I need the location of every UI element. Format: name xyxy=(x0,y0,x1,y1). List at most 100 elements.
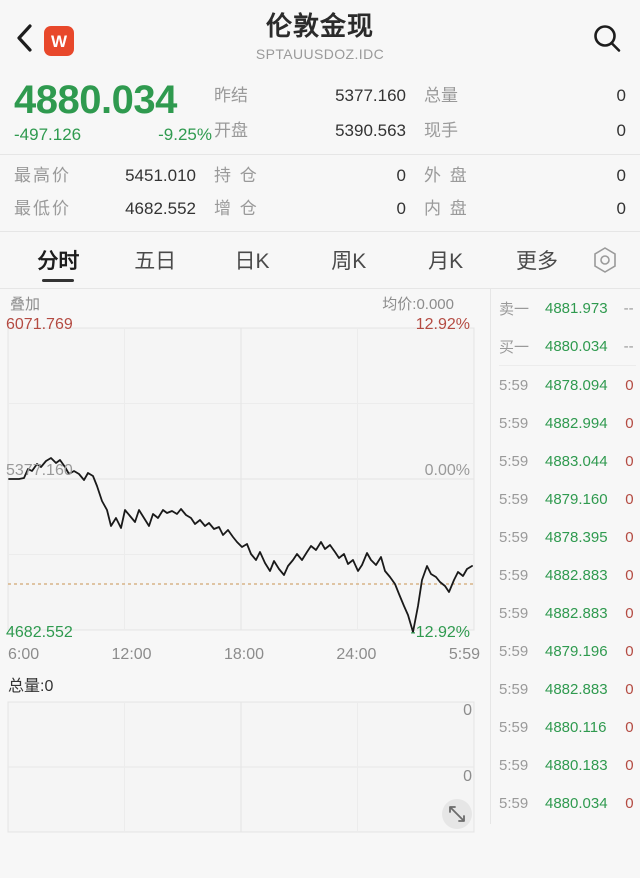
tick-qty: 0 xyxy=(625,376,634,394)
stat-inner-volume: 内 盘 0 xyxy=(424,192,626,225)
tick-price: 4882.883 xyxy=(545,566,608,584)
intraday-chart[interactable]: 6071.769 12.92% 5377.160 0.00% 4682.552 … xyxy=(0,314,482,644)
tick-time: 5:59 xyxy=(499,680,529,698)
volume-y-tick: 0 xyxy=(463,768,472,785)
ask-row[interactable]: 卖一 4881.973 -- xyxy=(491,289,640,327)
chart-panel[interactable]: 叠加 均价:0.000 6071.769 12.92% 5377.160 xyxy=(0,289,490,833)
tick-qty: 0 xyxy=(625,794,634,812)
tick-divider xyxy=(499,365,636,366)
tick-row[interactable]: 5:59 4880.034 0 xyxy=(491,784,640,822)
tick-row[interactable]: 5:59 4882.883 0 xyxy=(491,556,640,594)
overlay-toggle[interactable]: 叠加 xyxy=(10,296,41,313)
tick-row[interactable]: 5:59 4883.044 0 xyxy=(491,442,640,480)
chart-canvas xyxy=(7,327,475,633)
chart-and-ticks: 叠加 均价:0.000 6071.769 12.92% 5377.160 xyxy=(0,289,640,833)
search-icon[interactable] xyxy=(590,22,624,56)
stat-label: 增 仓 xyxy=(214,199,259,218)
tick-price: 4882.883 xyxy=(545,604,608,622)
stat-value: 0 xyxy=(616,166,626,185)
tick-row[interactable]: 5:59 4878.395 0 xyxy=(491,518,640,556)
tab-five-day[interactable]: 五日 xyxy=(107,232,204,288)
stats-grid: 最高价 5451.010 最低价 4682.552 持 仓 0 增 仓 0 外 … xyxy=(0,155,640,225)
volume-chart[interactable]: 0 0 xyxy=(0,700,482,835)
back-icon[interactable] xyxy=(14,22,36,54)
tick-price: 4878.395 xyxy=(545,528,608,546)
field-value: 0 xyxy=(616,86,626,105)
tick-row[interactable]: 5:59 4880.116 0 xyxy=(491,708,640,746)
field-label: 昨结 xyxy=(214,86,248,105)
chart-tab-bar: 分时 五日 日K 周K 月K 更多 xyxy=(0,232,640,288)
tick-price: 4880.034 xyxy=(545,794,608,812)
tick-row[interactable]: 5:59 4879.160 0 xyxy=(491,480,640,518)
tick-time: 5:59 xyxy=(499,794,529,812)
tab-label: 更多 xyxy=(515,250,558,273)
tick-price: 4879.160 xyxy=(545,490,608,508)
quote-col-mid: 昨结 5377.160 开盘 5390.563 xyxy=(214,78,424,148)
tick-row[interactable]: 5:59 4882.994 0 xyxy=(491,404,640,442)
tick-time: 5:59 xyxy=(499,528,529,546)
tick-qty: 0 xyxy=(625,414,634,432)
gear-hexagon-icon[interactable] xyxy=(580,246,630,274)
chart-y-min-label: 4682.552 xyxy=(6,624,73,641)
stat-label: 最高价 xyxy=(14,166,71,185)
tab-daily-k[interactable]: 日K xyxy=(204,232,301,288)
quote-divider xyxy=(0,154,640,155)
tick-qty: -- xyxy=(623,337,634,355)
tab-intraday[interactable]: 分时 xyxy=(10,232,107,288)
tick-qty: 0 xyxy=(625,604,634,622)
tick-qty: 0 xyxy=(625,718,634,736)
chart-y-mid-label: 5377.160 xyxy=(6,462,73,479)
volume-total-label: 总量:0 xyxy=(8,678,54,695)
x-tick: 12:00 xyxy=(111,646,152,663)
tick-time: 5:59 xyxy=(499,566,529,584)
tick-row[interactable]: 5:59 4878.094 0 xyxy=(491,366,640,404)
x-tick: 6:00 xyxy=(8,646,40,663)
stat-label: 持 仓 xyxy=(214,166,259,185)
tick-price: 4880.116 xyxy=(545,718,607,736)
tab-monthly-k[interactable]: 月K xyxy=(397,232,494,288)
tab-label: 月K xyxy=(428,250,464,273)
bid-row[interactable]: 买一 4880.034 -- xyxy=(491,327,640,365)
tick-list-panel[interactable]: 卖一 4881.973 -- 买一 4880.034 -- 5:59 4878.… xyxy=(490,289,640,824)
tab-label: 五日 xyxy=(134,250,177,273)
tick-qty: 0 xyxy=(625,756,634,774)
expand-fullscreen-icon[interactable] xyxy=(442,799,472,829)
tick-row[interactable]: 5:59 4879.196 0 xyxy=(491,632,640,670)
stat-oi-change: 增 仓 0 xyxy=(214,192,424,225)
price-change-pct: -9.25% xyxy=(158,125,212,144)
volume-y-tick: 0 xyxy=(463,702,472,719)
quote-field-last-size: 现手 0 xyxy=(424,113,626,148)
x-tick: 24:00 xyxy=(336,646,377,663)
tick-row[interactable]: 5:59 4882.883 0 xyxy=(491,594,640,632)
field-value: 5390.563 xyxy=(335,121,406,140)
tick-time: 5:59 xyxy=(499,490,529,508)
tab-more[interactable]: 更多 xyxy=(494,232,580,288)
price-block: 4880.034 -497.126 -9.25% xyxy=(14,78,214,148)
app-logo-label: W xyxy=(50,31,68,51)
app-logo[interactable]: W xyxy=(44,26,74,56)
field-value: 5377.160 xyxy=(335,86,406,105)
tick-qty: 0 xyxy=(625,642,634,660)
tick-qty: 0 xyxy=(625,490,634,508)
tab-weekly-k[interactable]: 周K xyxy=(300,232,397,288)
tick-qty: -- xyxy=(623,299,634,317)
quote-summary: 4880.034 -497.126 -9.25% 昨结 5377.160 开盘 … xyxy=(0,78,640,148)
stats-col-1: 最高价 5451.010 最低价 4682.552 xyxy=(14,159,214,225)
field-label: 总量 xyxy=(424,86,458,105)
stat-high: 最高价 5451.010 xyxy=(14,159,214,192)
volume-canvas xyxy=(7,701,475,833)
stat-value: 0 xyxy=(396,166,406,185)
stat-label: 外 盘 xyxy=(424,166,469,185)
tick-row[interactable]: 5:59 4882.883 0 xyxy=(491,670,640,708)
tick-time: 5:59 xyxy=(499,604,529,622)
quote-field-prev-close: 昨结 5377.160 xyxy=(214,78,424,113)
quote-field-volume: 总量 0 xyxy=(424,78,626,113)
tick-time: 5:59 xyxy=(499,756,529,774)
stat-open-interest: 持 仓 0 xyxy=(214,159,424,192)
tab-label: 分时 xyxy=(37,250,80,273)
tick-time: 5:59 xyxy=(499,414,529,432)
tick-row[interactable]: 5:59 4880.183 0 xyxy=(491,746,640,784)
tick-time: 5:59 xyxy=(499,376,529,394)
tick-time: 买一 xyxy=(499,338,530,356)
stat-value: 4682.552 xyxy=(125,199,196,218)
